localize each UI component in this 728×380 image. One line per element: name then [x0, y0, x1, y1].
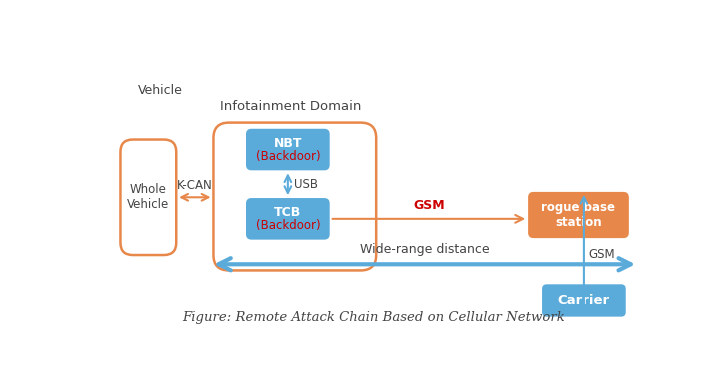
FancyBboxPatch shape	[542, 284, 626, 317]
Text: Whole
Vehicle: Whole Vehicle	[127, 183, 170, 211]
Text: (Backdoor): (Backdoor)	[256, 150, 320, 163]
Text: Vehicle: Vehicle	[138, 84, 183, 97]
Text: Figure: Remote Attack Chain Based on Cellular Network: Figure: Remote Attack Chain Based on Cel…	[182, 311, 564, 325]
FancyBboxPatch shape	[528, 192, 629, 238]
Text: Carrier: Carrier	[558, 294, 610, 307]
Text: USB: USB	[294, 178, 318, 191]
FancyBboxPatch shape	[213, 123, 376, 271]
Text: rogue base
station: rogue base station	[542, 201, 615, 229]
Text: (Backdoor): (Backdoor)	[256, 219, 320, 232]
Text: GSM: GSM	[413, 199, 445, 212]
Text: Wide-range distance: Wide-range distance	[360, 243, 489, 256]
FancyBboxPatch shape	[120, 139, 176, 255]
Text: GSM: GSM	[588, 248, 615, 261]
FancyBboxPatch shape	[246, 198, 330, 240]
Text: Infotainment Domain: Infotainment Domain	[221, 100, 362, 113]
Text: K-CAN: K-CAN	[177, 179, 213, 192]
Text: NBT: NBT	[274, 137, 302, 150]
FancyBboxPatch shape	[246, 129, 330, 170]
Text: TCB: TCB	[274, 206, 301, 219]
